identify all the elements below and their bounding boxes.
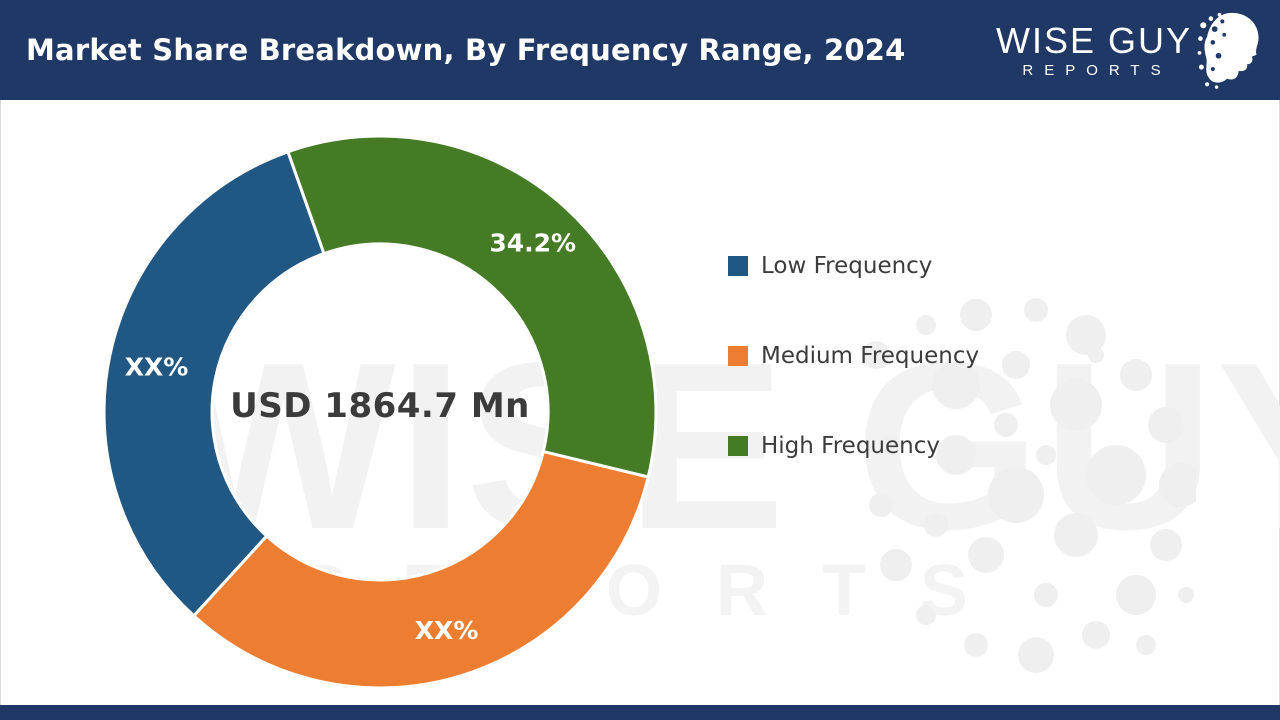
- legend-label: Medium Frequency: [761, 343, 980, 369]
- header-bar: Market Share Breakdown, By Frequency Ran…: [0, 0, 1280, 100]
- watermark-dot: [1050, 379, 1102, 431]
- watermark-dot: [916, 315, 936, 335]
- watermark-dot: [964, 633, 988, 657]
- watermark-dot: [916, 605, 936, 625]
- legend-item-medium-frequency: Medium Frequency: [728, 342, 979, 370]
- watermark-dot: [869, 493, 893, 517]
- watermark-dot: [1036, 445, 1056, 465]
- footer-bar: [0, 705, 1280, 720]
- watermark-dot: [1086, 445, 1146, 505]
- watermark-dot: [1136, 635, 1156, 655]
- watermark-dot: [1018, 637, 1054, 673]
- wiseguy-logo: WISE GUY REPORTS: [996, 10, 1264, 90]
- watermark-dot: [1178, 587, 1194, 603]
- logo-text: WISE GUY REPORTS: [995, 20, 1192, 80]
- watermark-dot: [988, 467, 1044, 523]
- page-title: Market Share Breakdown, By Frequency Ran…: [26, 33, 906, 67]
- chart-legend: Low Frequency Medium Frequency High Freque…: [728, 252, 979, 522]
- watermark-dot: [1034, 583, 1058, 607]
- watermark-dot: [960, 299, 992, 331]
- legend-item-high-frequency: High Frequency: [728, 432, 979, 460]
- legend-swatch: [728, 346, 748, 366]
- watermark-dot: [1088, 347, 1104, 363]
- watermark-dot: [968, 537, 1004, 573]
- slice-label-high-frequency: 34.2%: [489, 229, 576, 258]
- watermark-dot: [1066, 315, 1106, 355]
- watermark-dot: [932, 361, 980, 409]
- watermark-dot: [994, 413, 1018, 437]
- watermark-dot: [1159, 463, 1196, 507]
- watermark-dot: [1002, 351, 1030, 379]
- logo-face-icon: [1197, 12, 1259, 89]
- head-dots-watermark: [862, 298, 1196, 673]
- donut-segment-medium-frequency: [192, 450, 650, 690]
- slice-label-medium-frequency: XX%: [415, 616, 479, 645]
- slice-label-low-frequency: XX%: [125, 353, 189, 382]
- donut-segment-low-frequency: [102, 150, 326, 618]
- watermark-dot: [1150, 529, 1182, 561]
- legend-label: Low Frequency: [761, 253, 933, 279]
- logo-subtitle: REPORTS: [1022, 62, 1172, 79]
- watermark-dot: [881, 435, 901, 455]
- watermark-dot: [1116, 575, 1156, 615]
- watermark-dot: [1024, 298, 1048, 322]
- donut-center-value: USD 1864.7 Mn: [230, 386, 530, 426]
- watermark-dot: [924, 513, 948, 537]
- watermark-dot: [1120, 359, 1152, 391]
- legend-swatch: [728, 436, 748, 456]
- legend-item-low-frequency: Low Frequency: [728, 252, 979, 280]
- watermark-dot: [936, 435, 976, 475]
- watermark-dot: [862, 341, 890, 369]
- watermark-dot: [1148, 407, 1184, 443]
- legend-swatch: [728, 256, 748, 276]
- donut-chart: 34.2% XX% XX%: [102, 134, 658, 690]
- watermark-dot: [1054, 513, 1098, 557]
- logo-wordmark: WISE GUY: [995, 20, 1192, 61]
- watermark-dot: [1082, 621, 1110, 649]
- donut-segment-high-frequency: [286, 134, 658, 479]
- legend-label: High Frequency: [761, 433, 940, 459]
- watermark-dot: [880, 549, 912, 581]
